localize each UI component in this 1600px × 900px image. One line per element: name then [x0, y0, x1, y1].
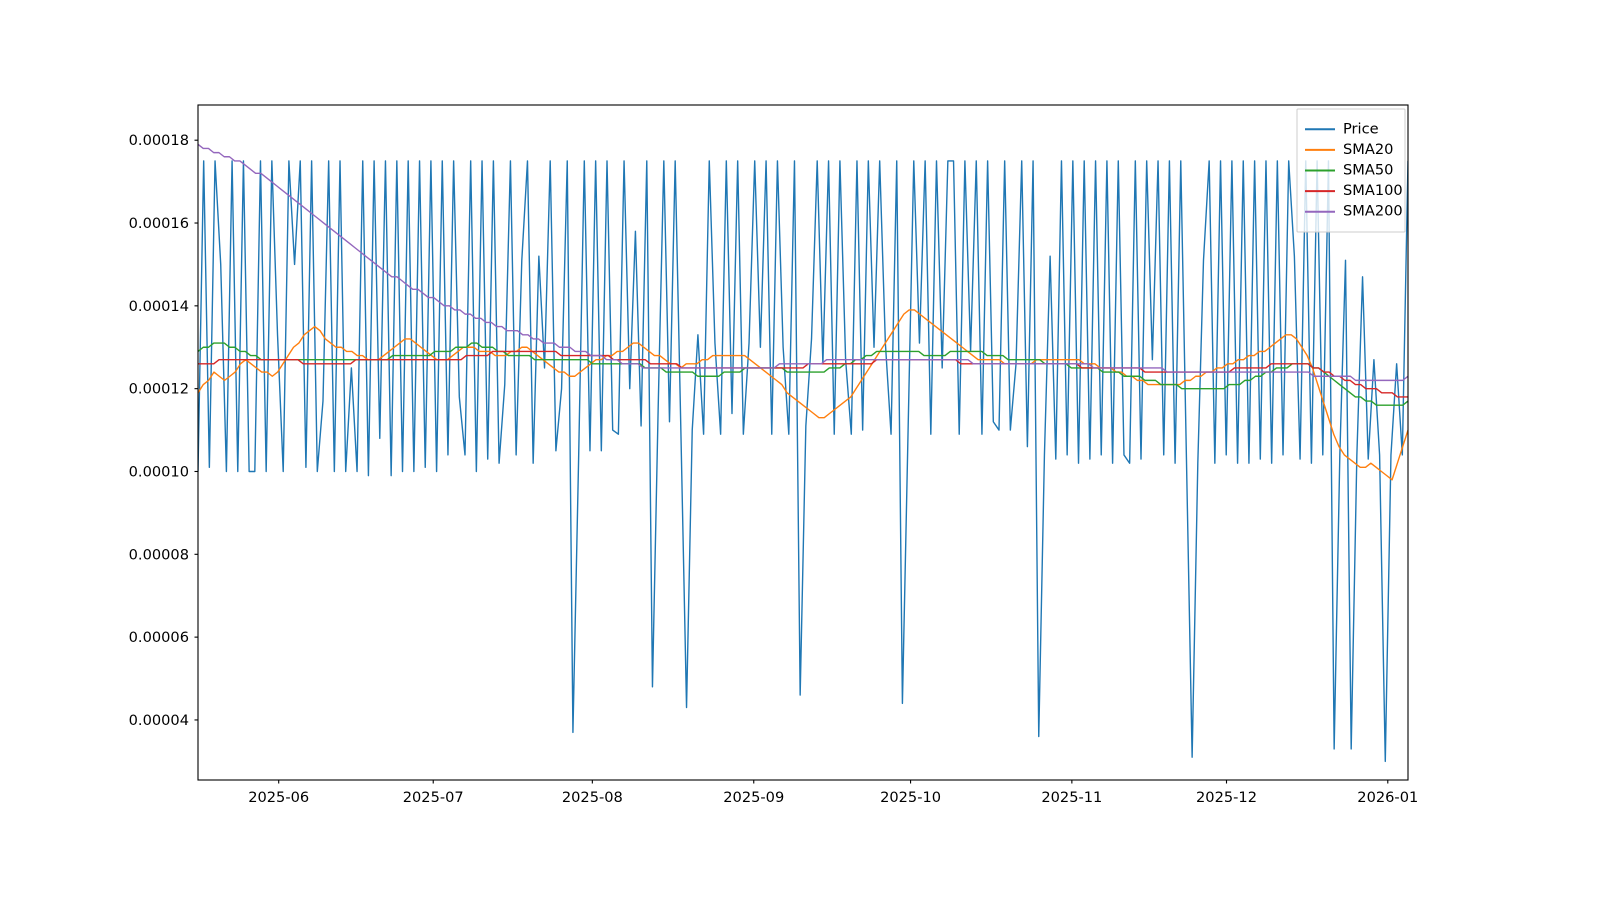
- legend-label-sma100[interactable]: SMA100: [1343, 182, 1403, 199]
- x-tick-label: 2025-08: [562, 789, 623, 806]
- x-tick-label: 2025-11: [1041, 789, 1102, 806]
- x-tick-label: 2025-06: [248, 789, 309, 806]
- y-tick-label: 0.00016: [129, 215, 189, 232]
- axes-frame: [197, 104, 1409, 781]
- series-line-sma200: [198, 143, 1408, 382]
- legend-label-sma200[interactable]: SMA200: [1343, 203, 1403, 220]
- y-tick-label: 0.00010: [129, 463, 189, 480]
- y-tick-label: 0.00012: [129, 381, 189, 398]
- chart-legend[interactable]: Price SMA20 SMA50 SMA100 SMA200: [1296, 108, 1406, 233]
- series-line-price: [198, 160, 1408, 763]
- x-axis-ticks: 2025-06 2025-07 2025-08 2025-09 2025-10 2025-…: [248, 780, 1418, 806]
- x-tick-label: 2025-12: [1196, 789, 1257, 806]
- legend-background: [1296, 108, 1406, 233]
- legend-label-price[interactable]: Price: [1343, 120, 1379, 137]
- axes-spines: [197, 104, 1409, 781]
- legend-label-sma20[interactable]: SMA20: [1343, 141, 1393, 158]
- y-tick-label: 0.00004: [129, 712, 189, 729]
- x-tick-label: 2025-07: [403, 789, 464, 806]
- legend-label-sma50[interactable]: SMA50: [1343, 162, 1393, 179]
- y-axis-ticks: 0.00004 0.00006 0.00008 0.00010 0.00012 0.000…: [129, 132, 198, 729]
- x-tick-label: 2026-01: [1357, 789, 1418, 806]
- x-tick-label: 2025-09: [723, 789, 784, 806]
- y-tick-label: 0.00006: [129, 629, 189, 646]
- y-tick-label: 0.00008: [129, 546, 189, 563]
- data-series-group: [198, 143, 1408, 763]
- series-line-sma50: [198, 342, 1408, 406]
- x-tick-label: 2025-10: [880, 789, 941, 806]
- y-tick-label: 0.00014: [129, 298, 189, 315]
- y-tick-label: 0.00018: [129, 132, 189, 149]
